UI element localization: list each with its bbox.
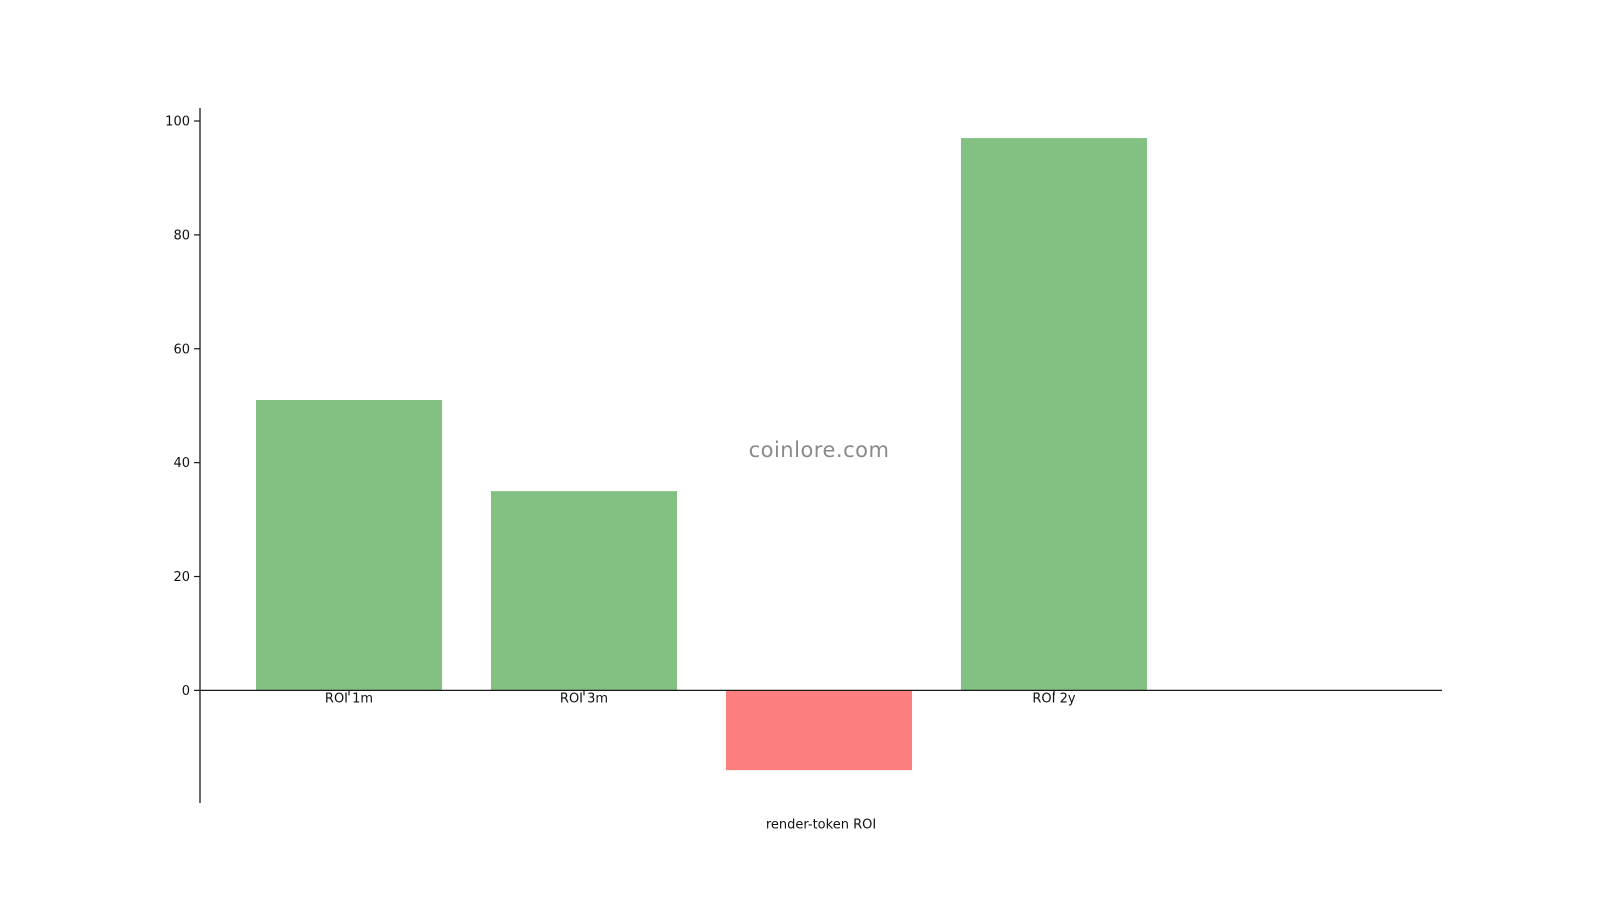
y-tick-label: 100 xyxy=(165,115,190,130)
y-tick-label: 0 xyxy=(182,684,190,699)
y-tick-label: 40 xyxy=(173,456,190,471)
bar-2 xyxy=(726,690,912,771)
y-tick-label: 60 xyxy=(173,342,190,357)
chart-title: render-token ROI xyxy=(765,817,877,833)
watermark: coinlore.com xyxy=(748,438,890,462)
bar-roi-2y xyxy=(961,138,1147,691)
bar-roi-3m xyxy=(491,491,677,691)
y-tick-label: 20 xyxy=(173,570,190,585)
x-tick-label: ROI 1m xyxy=(325,691,373,706)
x-tick-label: ROI 3m xyxy=(560,691,608,706)
bar-roi-1m xyxy=(256,400,442,691)
x-tick-label: ROI 2y xyxy=(1032,691,1076,706)
y-tick-label: 80 xyxy=(173,228,190,243)
